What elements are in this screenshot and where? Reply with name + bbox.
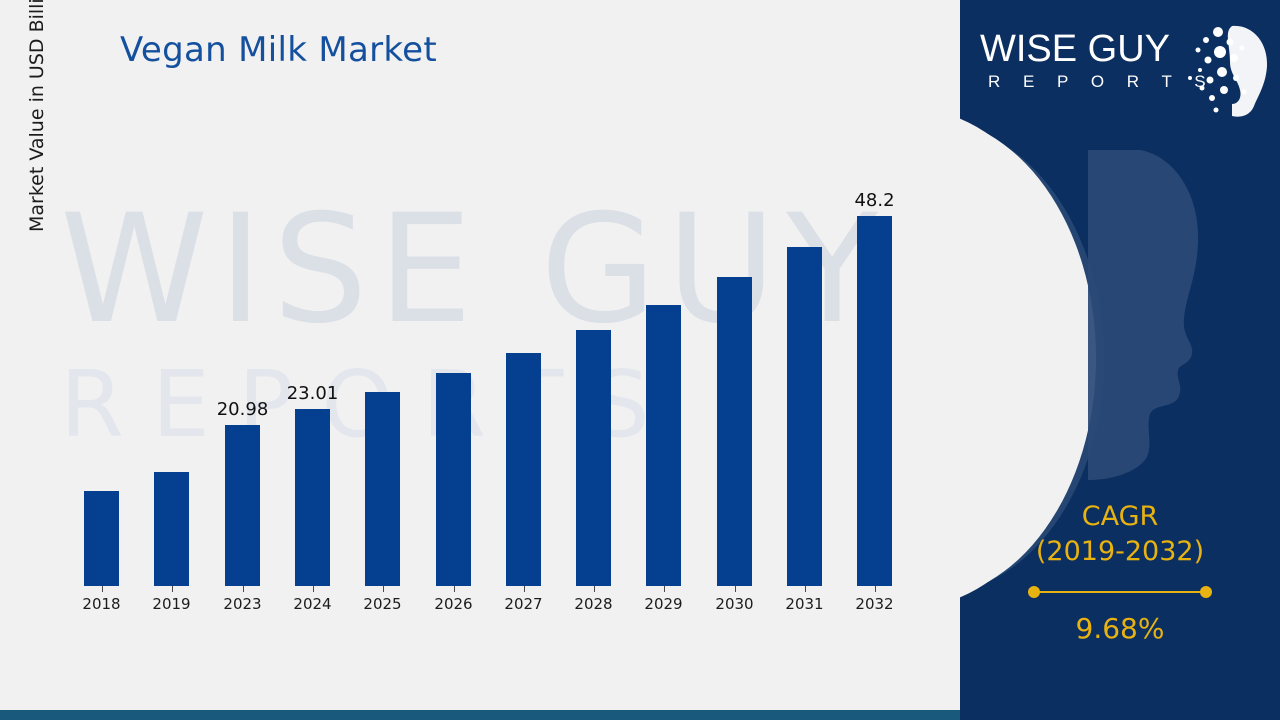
logo-wordmark: WISE GUY	[980, 28, 1171, 70]
bar-2023	[225, 425, 260, 586]
x-tick-label-2018: 2018	[82, 595, 121, 613]
x-tick-label-2027: 2027	[504, 595, 543, 613]
bar-2027	[506, 353, 541, 586]
cagr-title: CAGR	[1081, 501, 1159, 532]
bar-value-label-2032: 48.2	[854, 190, 895, 211]
x-tick-label-2032: 2032	[855, 595, 894, 613]
bar-2028	[576, 330, 611, 586]
x-tick-2018	[101, 586, 103, 592]
divider-dot-right	[1200, 586, 1212, 598]
cagr-value: 9.68%	[1075, 612, 1165, 645]
bar-2031	[787, 247, 822, 586]
x-tick-label-2029: 2029	[644, 595, 683, 613]
x-tick-2031	[804, 586, 806, 592]
bar-value-label-2023: 20.98	[216, 399, 269, 420]
x-tick-2030	[734, 586, 736, 592]
x-tick-label-2028: 2028	[574, 595, 613, 613]
x-tick-label-2023: 2023	[223, 595, 262, 613]
x-tick-label-2025: 2025	[363, 595, 402, 613]
x-tick-2019	[171, 586, 173, 592]
bar-2032	[857, 216, 892, 586]
bottom-accent-strip	[0, 710, 960, 720]
x-tick-label-2019: 2019	[152, 595, 191, 613]
x-tick-2026	[453, 586, 455, 592]
bar-2025	[365, 392, 400, 586]
bar-2029	[646, 305, 681, 586]
cagr-range: (2019-2032)	[1035, 536, 1205, 567]
brand-panel: WISE GUY R E P O R T S CAGR (	[960, 0, 1280, 720]
logo-subtitle: R E P O R T S	[988, 72, 1215, 91]
x-tick-label-2030: 2030	[715, 595, 754, 613]
bar-2030	[717, 277, 752, 586]
x-tick-2025	[382, 586, 384, 592]
x-tick-label-2026: 2026	[434, 595, 473, 613]
bar-2026	[436, 373, 471, 586]
x-tick-2029	[663, 586, 665, 592]
plot-area: 2018 2019 2023 20.98 2024 23.01 2025 2026 2027 20…	[82, 190, 895, 613]
page-title: Vegan Milk Market	[120, 30, 438, 70]
x-tick-2032	[874, 586, 876, 592]
x-tick-2028	[593, 586, 595, 592]
bar-2019	[154, 472, 189, 586]
logo: WISE GUY R E P O R T S	[976, 25, 1268, 118]
cagr-block: CAGR (2019-2032) 9.68%	[960, 500, 1280, 645]
x-tick-2024	[312, 586, 314, 592]
bar-2018	[84, 491, 119, 586]
divider-line	[1034, 591, 1206, 593]
network-head-icon	[1188, 25, 1268, 117]
bar-2024	[295, 409, 330, 586]
head-silhouette-icon	[1088, 150, 1199, 480]
bar-value-label-2024: 23.01	[286, 383, 339, 404]
x-tick-2023	[242, 586, 244, 592]
x-tick-label-2024: 2024	[293, 595, 332, 613]
cagr-divider	[1028, 586, 1212, 598]
x-tick-2027	[523, 586, 525, 592]
x-tick-label-2031: 2031	[785, 595, 824, 613]
